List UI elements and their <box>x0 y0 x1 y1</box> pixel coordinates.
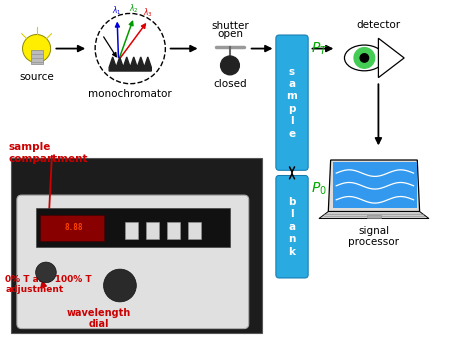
FancyBboxPatch shape <box>276 175 308 278</box>
Text: s
a
m
p
l
e: s a m p l e <box>287 67 298 139</box>
Text: sample
compartment: sample compartment <box>9 142 88 164</box>
Bar <box>11 158 262 333</box>
Bar <box>40 215 103 240</box>
Circle shape <box>360 54 369 62</box>
Bar <box>167 222 180 239</box>
Text: 8.88: 8.88 <box>65 223 83 232</box>
FancyBboxPatch shape <box>276 35 308 170</box>
Bar <box>30 49 43 64</box>
Text: monochromator: monochromator <box>88 89 172 99</box>
Ellipse shape <box>345 45 384 71</box>
Polygon shape <box>319 212 429 219</box>
Text: detector: detector <box>356 20 401 30</box>
Text: $\lambda_1$: $\lambda_1$ <box>112 4 121 17</box>
Text: shutter: shutter <box>211 21 249 31</box>
Bar <box>146 222 159 239</box>
Circle shape <box>36 262 56 283</box>
Text: open: open <box>217 29 243 39</box>
Bar <box>36 208 230 247</box>
Text: $P_0$: $P_0$ <box>310 181 327 197</box>
Circle shape <box>23 34 51 63</box>
Text: wavelength
dial: wavelength dial <box>67 308 131 329</box>
Text: $P_T$: $P_T$ <box>310 41 328 57</box>
Polygon shape <box>378 38 404 78</box>
Text: source: source <box>19 72 54 82</box>
Bar <box>125 222 138 239</box>
Circle shape <box>220 56 239 75</box>
FancyBboxPatch shape <box>17 195 249 329</box>
Bar <box>188 222 201 239</box>
Text: $\lambda_2$: $\lambda_2$ <box>128 3 138 15</box>
Bar <box>333 162 417 208</box>
Text: closed: closed <box>213 79 247 89</box>
Polygon shape <box>328 160 419 212</box>
Circle shape <box>354 48 374 68</box>
Bar <box>367 215 381 218</box>
Text: signal
processor: signal processor <box>348 226 400 247</box>
Circle shape <box>103 269 137 302</box>
Polygon shape <box>109 57 151 71</box>
Text: 0% T and 100% T
adjustment: 0% T and 100% T adjustment <box>5 275 92 294</box>
Text: $\lambda_3$: $\lambda_3$ <box>143 6 153 18</box>
Text: b
l
a
n
k: b l a n k <box>288 197 296 256</box>
